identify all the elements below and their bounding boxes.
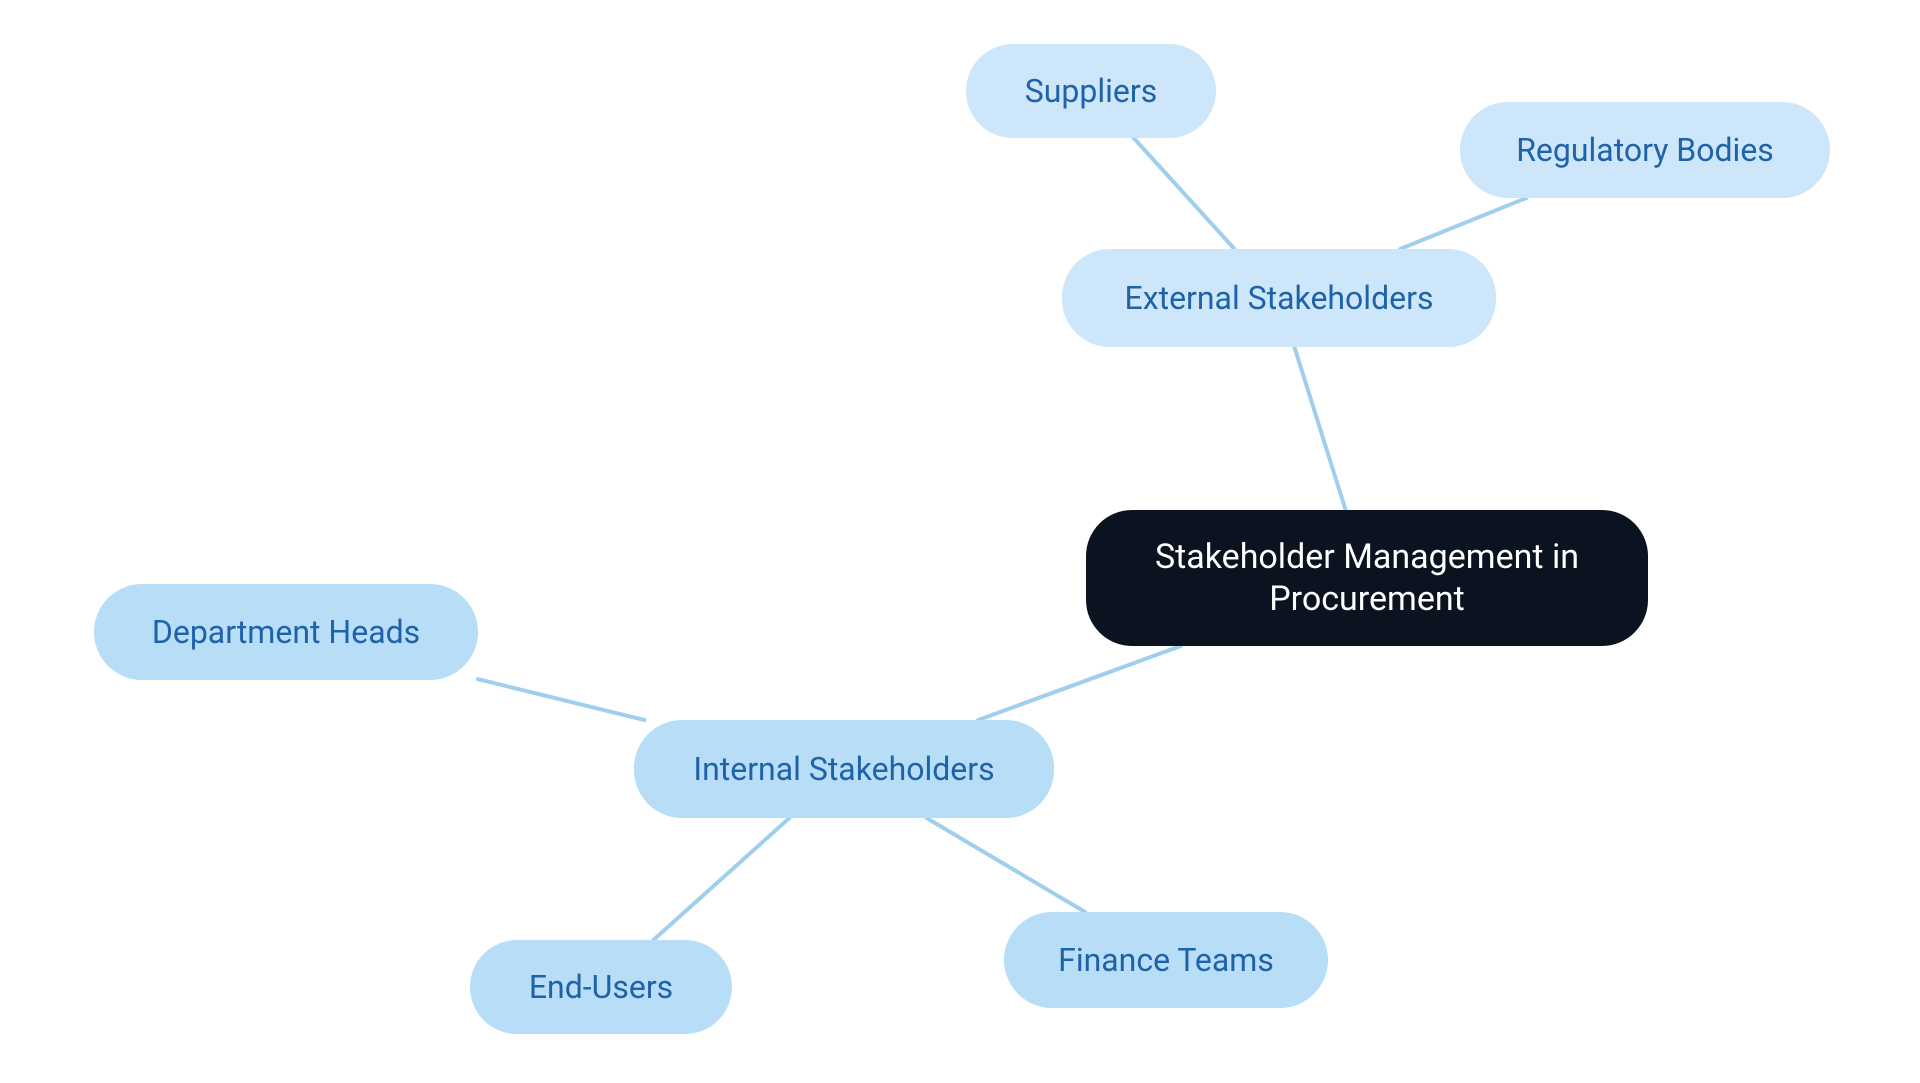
node-root: Stakeholder Management in Procurement: [1086, 510, 1648, 646]
edge: [1294, 347, 1345, 510]
node-label: Internal Stakeholders: [693, 749, 994, 789]
edge: [1400, 198, 1526, 249]
node-label: End-Users: [529, 967, 673, 1007]
node-regulatory-bodies: Regulatory Bodies: [1460, 102, 1830, 198]
node-label: Finance Teams: [1058, 940, 1274, 980]
node-external-stakeholders: External Stakeholders: [1062, 249, 1496, 347]
diagram-canvas: Stakeholder Management in Procurement Ex…: [0, 0, 1920, 1083]
edge: [978, 646, 1181, 720]
node-label: Department Heads: [152, 612, 420, 652]
edge: [927, 818, 1085, 912]
node-label: Regulatory Bodies: [1516, 130, 1774, 170]
node-label: Suppliers: [1025, 71, 1157, 111]
node-department-heads: Department Heads: [94, 584, 478, 680]
node-label: Stakeholder Management in Procurement: [1124, 536, 1610, 621]
edge: [653, 818, 789, 940]
edge: [1134, 138, 1235, 249]
node-label: External Stakeholders: [1125, 278, 1434, 318]
node-suppliers: Suppliers: [966, 44, 1216, 138]
edge: [478, 679, 644, 720]
node-finance-teams: Finance Teams: [1004, 912, 1328, 1008]
node-internal-stakeholders: Internal Stakeholders: [634, 720, 1054, 818]
node-end-users: End-Users: [470, 940, 732, 1034]
